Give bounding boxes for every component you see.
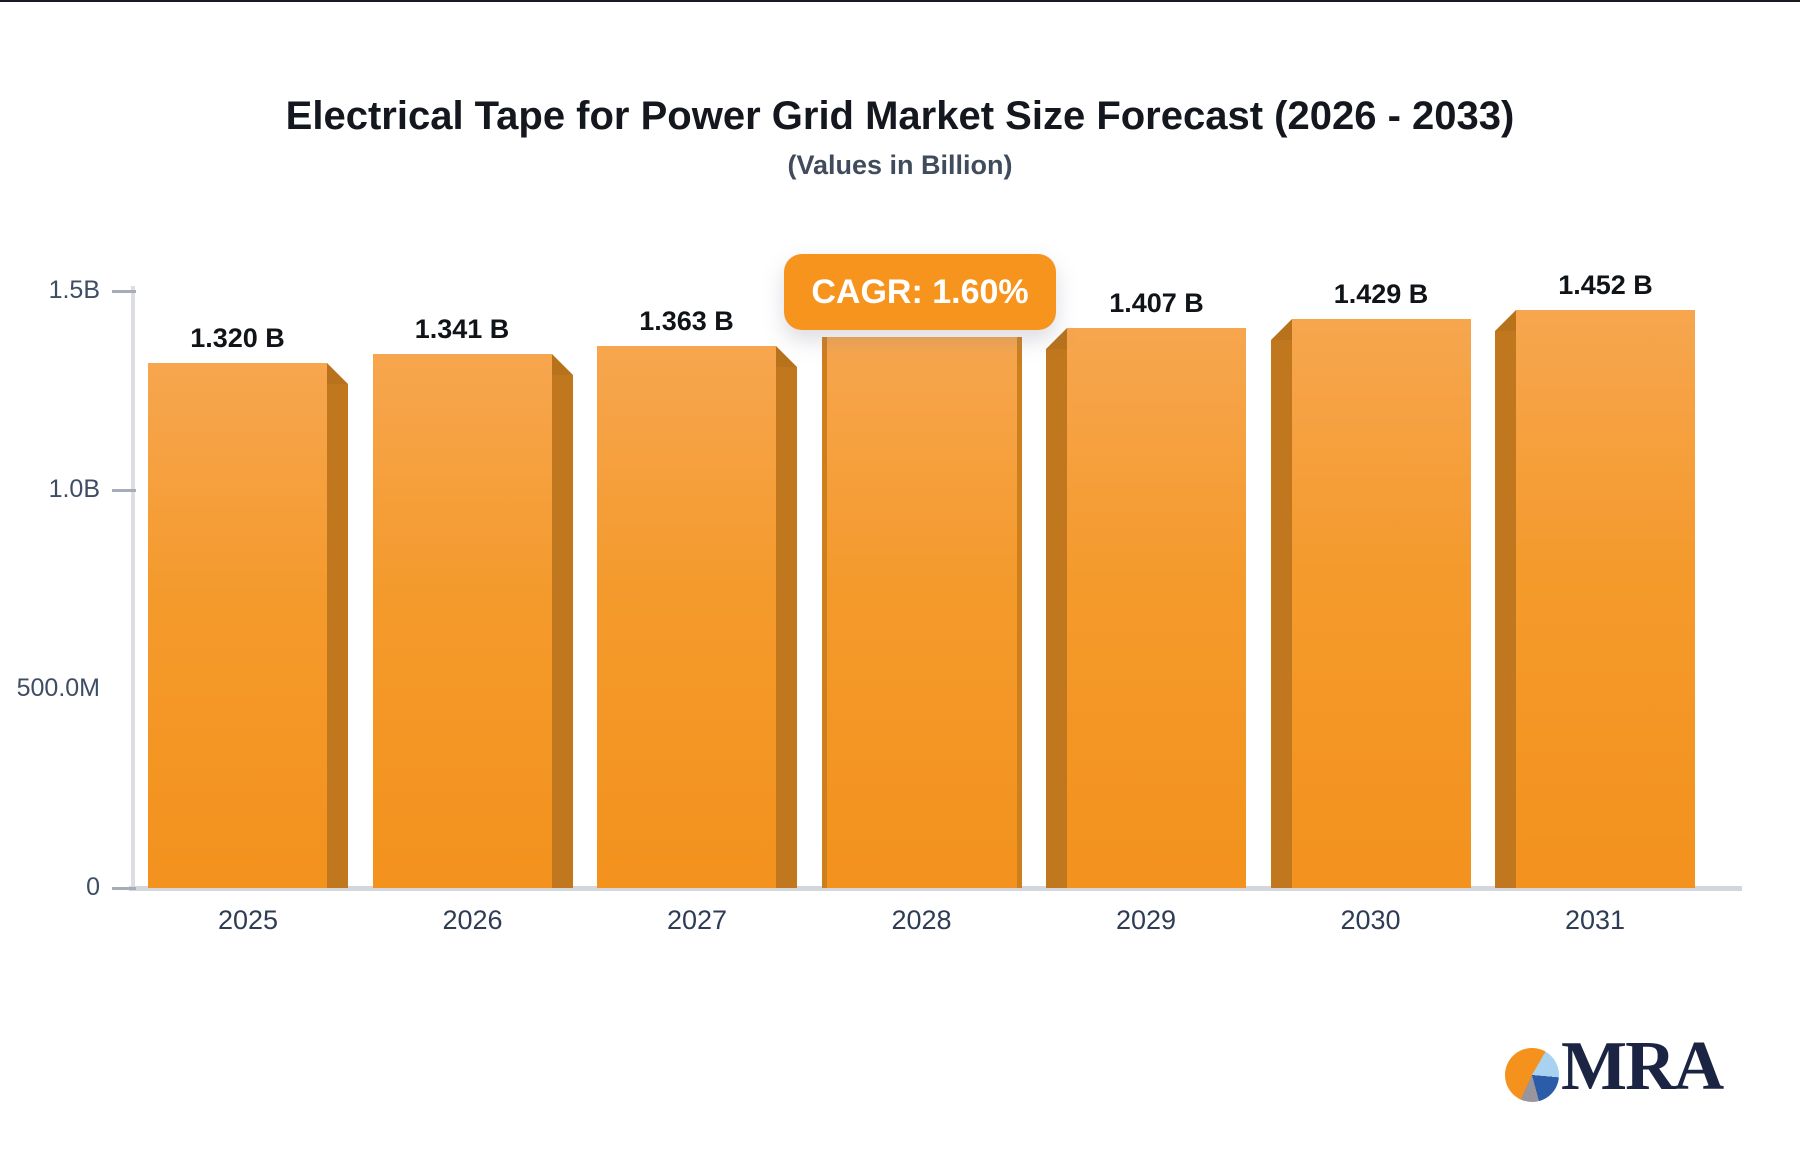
cagr-badge: CAGR: 1.60%: [784, 254, 1056, 330]
logo-text: MRA: [1561, 1028, 1724, 1105]
x-tick-label-2025: 2025: [217, 905, 279, 935]
bar-value-label-2031: 1.452 B: [1558, 270, 1653, 300]
y-axis-line: [131, 286, 135, 888]
bar-side-shade: [821, 337, 827, 888]
bar-side-shade: [1270, 340, 1292, 888]
bar-face: [1291, 319, 1471, 888]
bar-top-bevel: [551, 354, 573, 375]
x-tick-label-2029: 2029: [1115, 905, 1177, 935]
bar-face: [597, 346, 776, 888]
y-tick-label: 1.5B: [48, 276, 100, 304]
y-tick-mark: [112, 290, 136, 293]
bar-2030: [1270, 319, 1471, 888]
bar-top-bevel: [1495, 310, 1516, 331]
bar-side-shade: [776, 367, 797, 888]
bar-value-label-2029: 1.407 B: [1109, 288, 1204, 318]
y-tick-mark: [112, 489, 136, 492]
y-tick-label: 0: [86, 873, 100, 901]
x-tick-label-2027: 2027: [666, 905, 728, 935]
chart-title: Electrical Tape for Power Grid Market Si…: [285, 94, 1515, 138]
x-axis-line: [129, 886, 1742, 891]
bar-value-label-2025: 1.320 B: [190, 323, 285, 353]
pie-chart-logo-icon: [1505, 1048, 1559, 1102]
y-tick-label: 500.0M: [16, 674, 100, 702]
y-tick-mark: [112, 887, 136, 890]
x-tick-label-2031: 2031: [1564, 905, 1626, 935]
bar-2026: [372, 354, 573, 888]
bar-face: [1067, 328, 1246, 888]
bar-side-shade: [1046, 349, 1067, 888]
bar-2025: [148, 363, 348, 888]
chart-subtitle: (Values in Billion): [787, 150, 1013, 180]
mra-logo: MRA: [1505, 1028, 1724, 1105]
bar-top-bevel: [1270, 319, 1292, 340]
bar-2029: [1046, 328, 1246, 888]
bar-side-shade: [1495, 331, 1516, 888]
bar-2027: [597, 346, 797, 888]
bar-side-shade: [1016, 337, 1022, 888]
bar-value-label-2027: 1.363 B: [639, 306, 734, 336]
bar-side-shade: [551, 375, 573, 888]
bar-side-shade: [327, 384, 348, 888]
bar-face: [148, 363, 327, 888]
bar-face: [826, 337, 1017, 888]
x-tick-label-2030: 2030: [1340, 905, 1401, 935]
bar-face: [1516, 310, 1695, 888]
bar-top-bevel: [1046, 328, 1067, 349]
bar-2028: [821, 337, 1022, 888]
bar-2031: [1495, 310, 1695, 888]
y-tick-label: 1.0B: [48, 475, 100, 503]
bar-value-label-2026: 1.341 B: [414, 314, 510, 344]
bar-face: [372, 354, 552, 888]
bar-top-bevel: [776, 346, 797, 367]
x-tick-label-2026: 2026: [442, 905, 503, 935]
x-tick-label-2028: 2028: [891, 905, 952, 935]
bar-value-label-2030: 1.429 B: [1333, 279, 1429, 309]
bar-top-bevel: [327, 363, 348, 384]
